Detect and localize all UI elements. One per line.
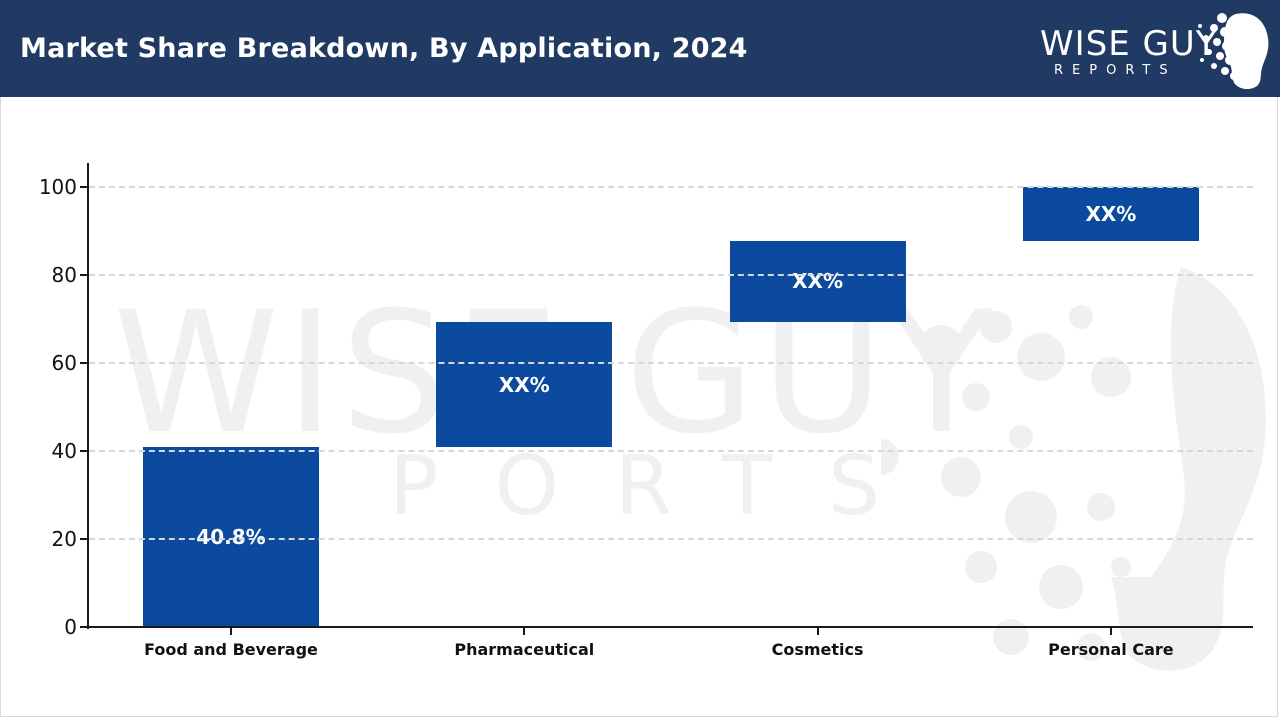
bar: XX% — [729, 240, 906, 322]
page-title: Market Share Breakdown, By Application, … — [20, 33, 748, 64]
y-tick — [80, 450, 87, 452]
x-tick — [816, 628, 819, 635]
y-axis-label: 100 — [38, 175, 77, 199]
y-tick — [80, 626, 87, 628]
gridline — [89, 274, 1253, 276]
y-axis-label: 0 — [64, 615, 77, 639]
gridline — [89, 186, 1253, 188]
gridline — [89, 538, 1253, 540]
bar-value-label: XX% — [498, 372, 550, 397]
watermark-text-sub: PORTS — [389, 439, 937, 534]
y-tick — [80, 274, 87, 276]
logo-face-icon — [1198, 13, 1269, 90]
y-tick — [80, 362, 87, 364]
logo: WISE GUY REPORTS — [1010, 6, 1270, 92]
y-tick — [80, 186, 87, 188]
bar: 40.8% — [143, 447, 319, 627]
gridline — [89, 362, 1253, 364]
bar: XX% — [1022, 187, 1199, 241]
y-axis-label: 60 — [51, 351, 77, 375]
x-tick — [1109, 628, 1112, 635]
y-axis-label: 40 — [51, 439, 77, 463]
gridline — [89, 450, 1253, 452]
bar-value-label: 40.8% — [196, 525, 266, 550]
bar-value-label: XX% — [792, 269, 844, 294]
x-tick — [230, 628, 232, 635]
x-axis-line — [87, 626, 1253, 628]
y-axis-label: 20 — [51, 527, 77, 551]
x-axis-label: Personal Care — [1048, 640, 1174, 659]
y-axis-label: 80 — [51, 263, 77, 287]
y-tick — [80, 538, 87, 540]
bar: XX% — [436, 321, 613, 448]
y-axis-line — [87, 163, 89, 629]
x-axis-label: Food and Beverage — [144, 640, 318, 659]
x-tick — [523, 628, 526, 635]
watermark-face-icon — [881, 267, 1266, 671]
x-axis-label: Cosmetics — [771, 640, 864, 659]
logo-subtitle: REPORTS — [1054, 63, 1177, 78]
header-bar: Market Share Breakdown, By Application, … — [0, 0, 1280, 97]
logo-wordmark: WISE GUY — [1040, 24, 1218, 64]
plot-area: 0 20 40 60 80 100 40.8% Food and Beverage XX% Pha… — [1, 97, 1277, 716]
x-axis-label: Pharmaceutical — [454, 640, 595, 659]
chart-area: WISE GUY PORTS 0 20 40 60 80 100 40.8% Food and… — [0, 97, 1278, 717]
bar-value-label: XX% — [1085, 201, 1137, 226]
